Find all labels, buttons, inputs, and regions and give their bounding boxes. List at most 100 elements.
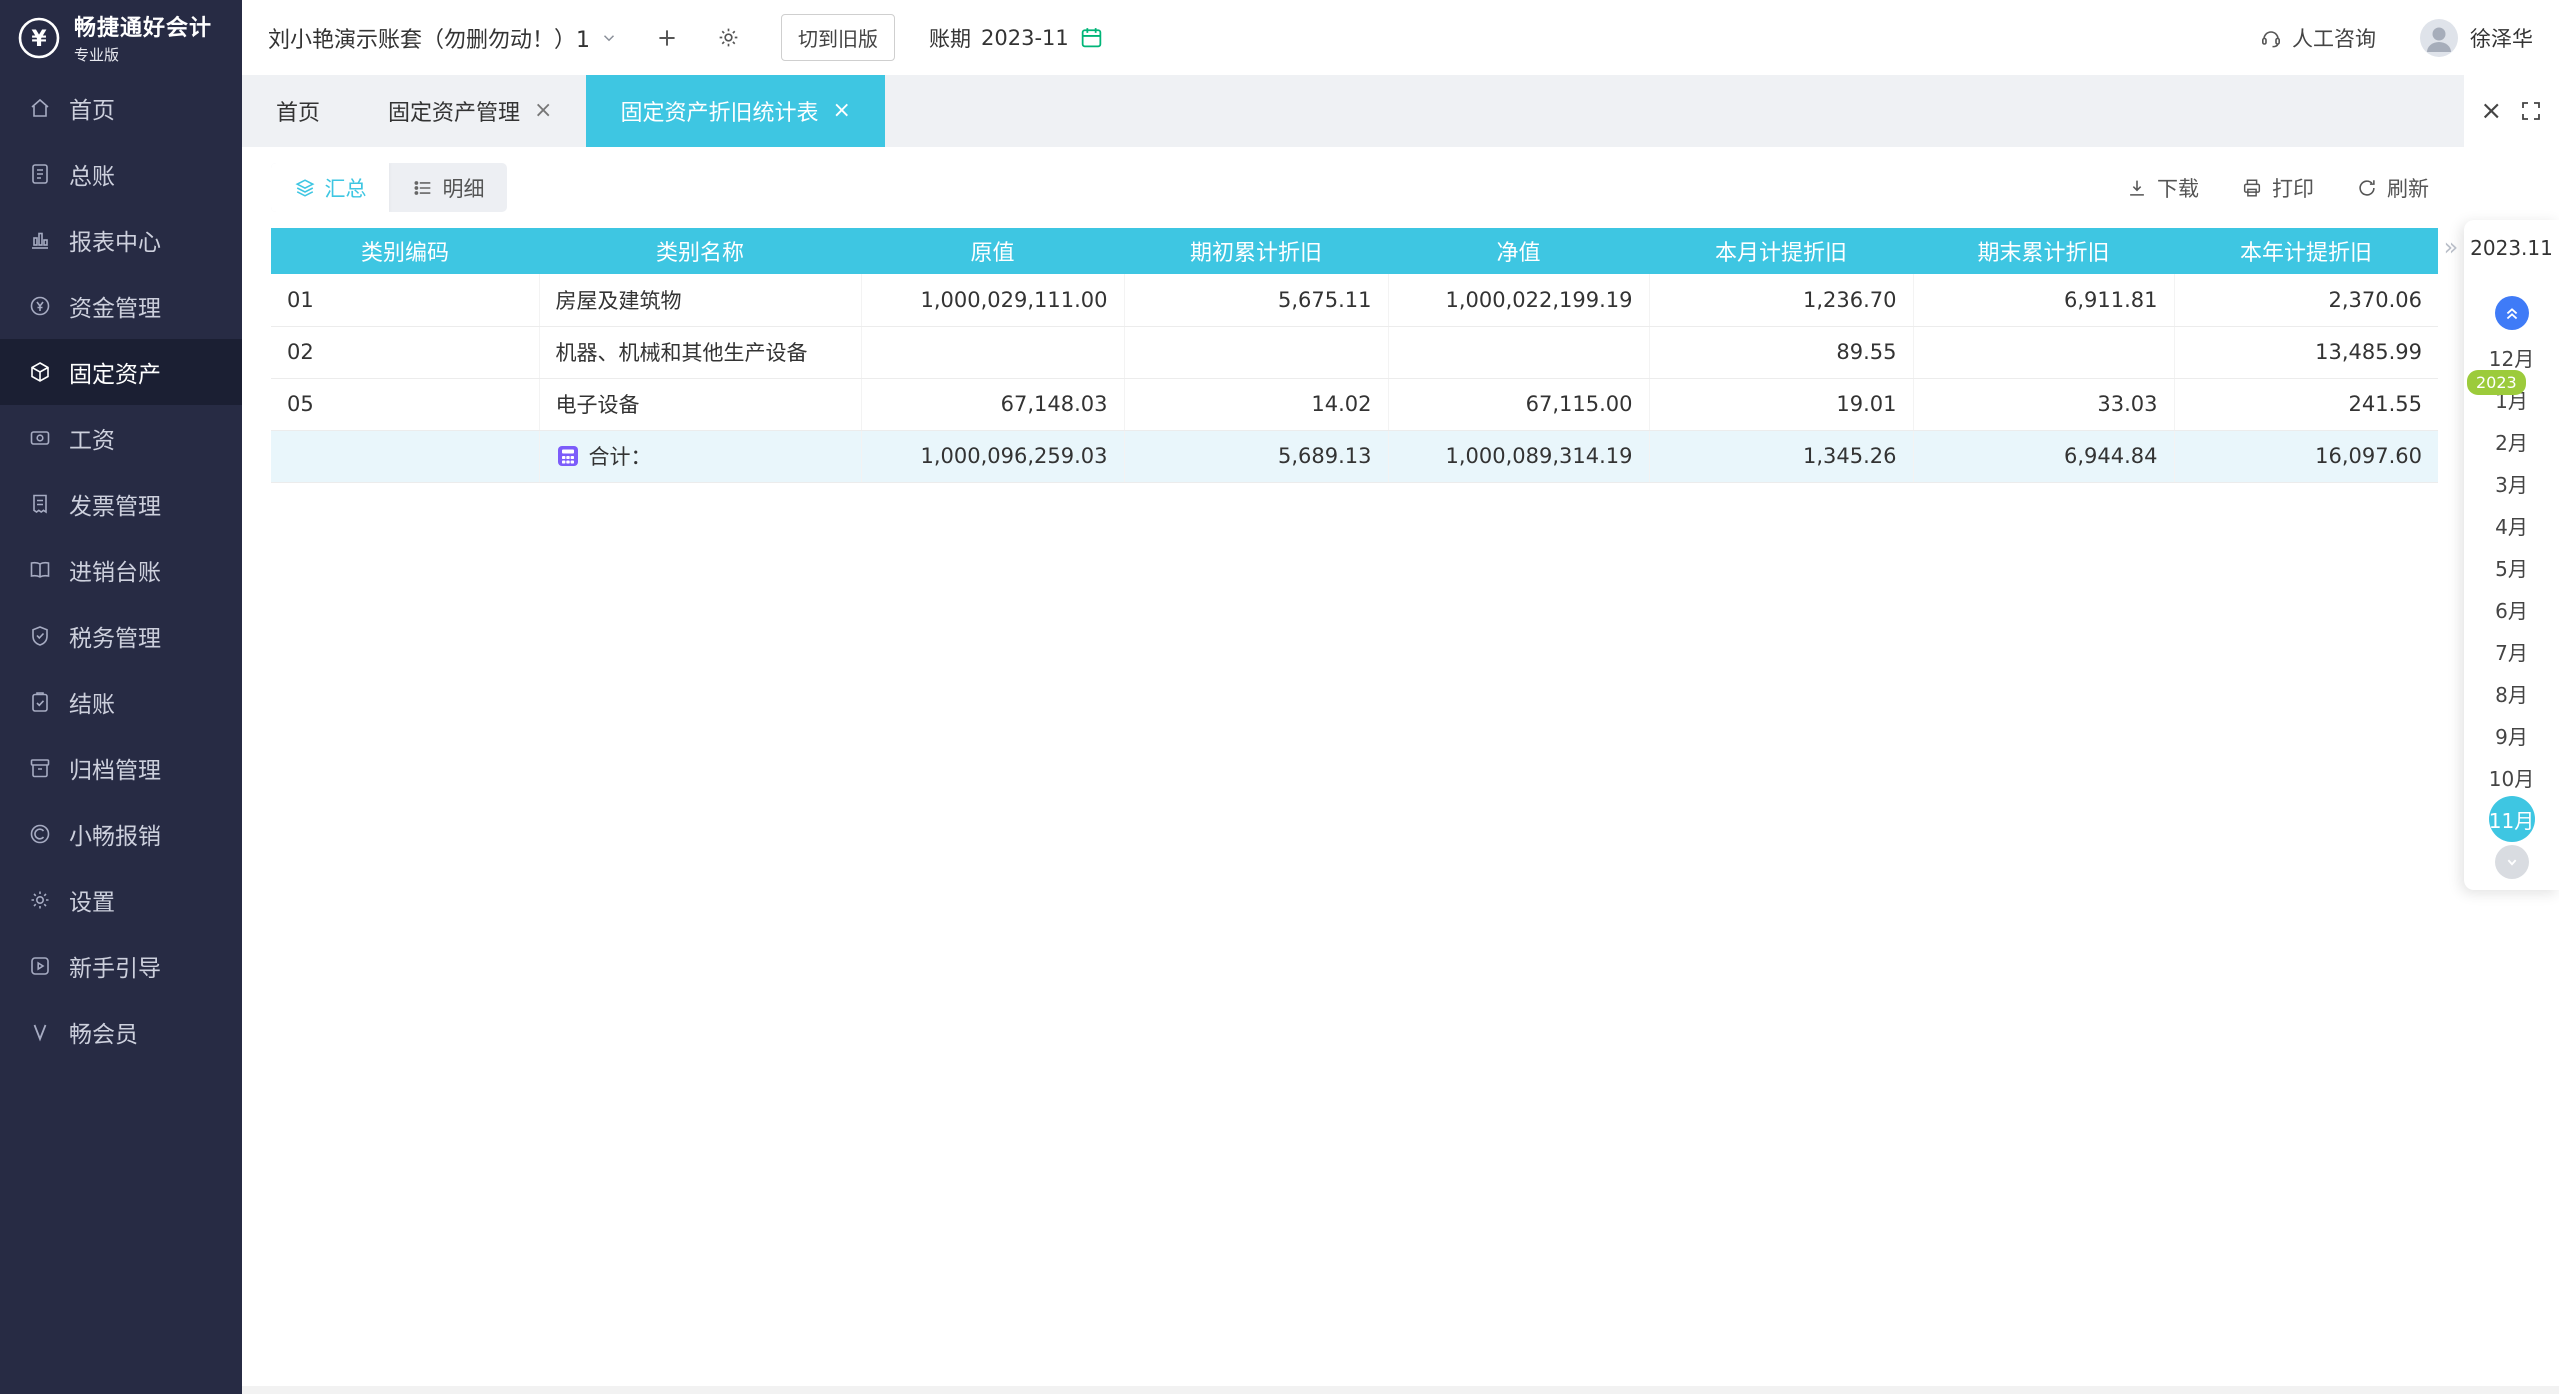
- sidebar-item-archive-management[interactable]: 归档管理: [0, 735, 242, 801]
- period-label: 账期: [929, 26, 971, 51]
- table-row[interactable]: 02 机器、机械和其他生产设备 89.55 13,485.99: [271, 326, 2438, 379]
- depreciation-table: 类别编码 类别名称 原值 期初累计折旧 净值 本月计提折旧 期末累计折旧 本年计…: [271, 228, 2438, 483]
- cell-month-depr: 89.55: [1649, 326, 1914, 379]
- sidebar: ¥ 畅捷通好会计 专业版 首页 总账 报表中心 资金管理 固定资产 工资 发票管…: [0, 0, 242, 1394]
- month-item[interactable]: 3月: [2495, 472, 2528, 497]
- sidebar-item-label: 固定资产: [69, 362, 161, 388]
- period-value[interactable]: 2023-11: [981, 25, 1069, 50]
- cell-category-code: 01: [271, 274, 540, 327]
- cell-net-value: 67,115.00: [1388, 378, 1650, 431]
- fullscreen-icon[interactable]: [2519, 99, 2543, 123]
- account-settings-gear-icon[interactable]: [716, 25, 741, 50]
- col-header-category-code: 类别编码: [271, 228, 539, 274]
- home-icon: [28, 96, 52, 120]
- col-header-year-depr: 本年计提折旧: [2174, 228, 2438, 274]
- refresh-icon: [2356, 177, 2378, 199]
- cell-category-name: 电子设备: [539, 378, 862, 431]
- cell-net-value: [1388, 326, 1650, 379]
- month-item[interactable]: 9月: [2495, 724, 2528, 749]
- current-period-label: 2023.11: [2470, 236, 2553, 260]
- refresh-button[interactable]: 刷新: [2356, 173, 2429, 203]
- sidebar-item-guide[interactable]: 新手引导: [0, 933, 242, 999]
- ledger-icon: [28, 162, 52, 186]
- cell-month-depr: 1,236.70: [1649, 274, 1914, 327]
- sidebar-item-label: 税务管理: [69, 626, 161, 652]
- tab-depreciation-report[interactable]: 固定资产折旧统计表 ×: [586, 75, 885, 147]
- cell-total-month-depr: 1,345.26: [1649, 430, 1914, 483]
- cell-original-value: 1,000,029,111.00: [861, 274, 1125, 327]
- support-button[interactable]: 人工咨询: [2259, 23, 2376, 53]
- month-item[interactable]: 10月: [2488, 766, 2535, 791]
- tab-fixed-asset-management[interactable]: 固定资产管理 ×: [354, 75, 586, 147]
- sidebar-item-home[interactable]: 首页: [0, 75, 242, 141]
- table-row[interactable]: 01 房屋及建筑物 1,000,029,111.00 5,675.11 1,00…: [271, 274, 2438, 327]
- print-button[interactable]: 打印: [2241, 173, 2314, 203]
- close-icon[interactable]: ×: [832, 98, 851, 123]
- col-header-ending-accum-depr: 期末累计折旧: [1913, 228, 2174, 274]
- settings-icon: [28, 888, 52, 912]
- scroll-months-up-button[interactable]: [2494, 296, 2529, 330]
- month-item[interactable]: 5月: [2495, 556, 2528, 581]
- month-item-selected[interactable]: 11月: [2464, 796, 2559, 842]
- col-header-month-depr: 本月计提折旧: [1649, 228, 1913, 274]
- avatar[interactable]: [2420, 18, 2458, 57]
- download-button[interactable]: 下载: [2126, 173, 2199, 203]
- view-switcher: 汇总 明细: [271, 163, 507, 212]
- cell-net-value: 1,000,022,199.19: [1388, 274, 1650, 327]
- table-actions: 下载 打印 刷新: [2126, 163, 2429, 212]
- cell-year-depr: 13,485.99: [2174, 326, 2438, 379]
- guide-icon: [28, 954, 52, 978]
- sidebar-item-purchase-sales-ledger[interactable]: 进销台账: [0, 537, 242, 603]
- period-picker-panel: 2023.11 2023 12月 1月 2月 3月 4月 5月 6月 7月 8月…: [2464, 220, 2559, 890]
- sidebar-item-fund-management[interactable]: 资金管理: [0, 273, 242, 339]
- cell-opening-accum-depr: [1124, 326, 1389, 379]
- sidebar-item-member[interactable]: 畅会员: [0, 999, 242, 1065]
- tab-home[interactable]: 首页: [242, 75, 354, 147]
- svg-text:¥: ¥: [31, 27, 47, 52]
- summary-view-button[interactable]: 汇总: [271, 163, 389, 212]
- month-item[interactable]: 6月: [2495, 598, 2528, 623]
- month-item[interactable]: 7月: [2495, 640, 2528, 665]
- print-label: 打印: [2272, 176, 2314, 201]
- add-account-button[interactable]: [654, 25, 680, 51]
- report-icon: [28, 228, 52, 252]
- sidebar-item-label: 新手引导: [69, 956, 161, 982]
- sidebar-item-label: 设置: [69, 890, 115, 916]
- cell-year-depr: 2,370.06: [2174, 274, 2438, 327]
- month-item[interactable]: 12月: [2488, 346, 2535, 371]
- month-item[interactable]: 4月: [2495, 514, 2528, 539]
- close-all-tabs-icon[interactable]: ×: [2480, 96, 2503, 126]
- sidebar-item-label: 首页: [69, 98, 115, 124]
- sidebar-item-settings[interactable]: 设置: [0, 867, 242, 933]
- col-header-net-value: 净值: [1388, 228, 1649, 274]
- sidebar-item-label: 报表中心: [69, 230, 161, 256]
- sidebar-item-report-center[interactable]: 报表中心: [0, 207, 242, 273]
- sidebar-item-invoice-management[interactable]: 发票管理: [0, 471, 242, 537]
- month-item[interactable]: 8月: [2495, 682, 2528, 707]
- collapse-panel-icon[interactable]: »: [2443, 233, 2459, 261]
- sidebar-item-general-ledger[interactable]: 总账: [0, 141, 242, 207]
- month-item[interactable]: 2月: [2495, 430, 2528, 455]
- sidebar-item-expense[interactable]: 小畅报销: [0, 801, 242, 867]
- closing-icon: [28, 690, 52, 714]
- sidebar-item-fixed-assets[interactable]: 固定资产: [0, 339, 242, 405]
- app-logo: ¥ 畅捷通好会计 专业版: [0, 0, 242, 75]
- col-header-opening-accum-depr: 期初累计折旧: [1124, 228, 1388, 274]
- horizontal-scrollbar[interactable]: [242, 1386, 2559, 1394]
- calendar-icon[interactable]: [1079, 25, 1104, 50]
- layers-icon: [294, 177, 316, 199]
- year-badge: 2023: [2467, 370, 2526, 395]
- sidebar-item-label: 总账: [69, 164, 115, 190]
- total-label: 合计：: [588, 445, 652, 469]
- scroll-months-down-button[interactable]: [2494, 845, 2529, 879]
- detail-view-button[interactable]: 明细: [389, 163, 507, 212]
- close-icon[interactable]: ×: [534, 98, 553, 123]
- table-row[interactable]: 05 电子设备 67,148.03 14.02 67,115.00 19.01 …: [271, 378, 2438, 431]
- sidebar-item-tax-management[interactable]: 税务管理: [0, 603, 242, 669]
- sidebar-item-payroll[interactable]: 工资: [0, 405, 242, 471]
- sidebar-item-closing[interactable]: 结账: [0, 669, 242, 735]
- account-selector[interactable]: 刘小艳演示账套（勿删勿动！）1: [268, 22, 618, 54]
- username[interactable]: 徐泽华: [2470, 26, 2533, 51]
- switch-old-version-button[interactable]: 切到旧版: [781, 14, 895, 61]
- tab-bar-controls: ×: [2464, 75, 2559, 147]
